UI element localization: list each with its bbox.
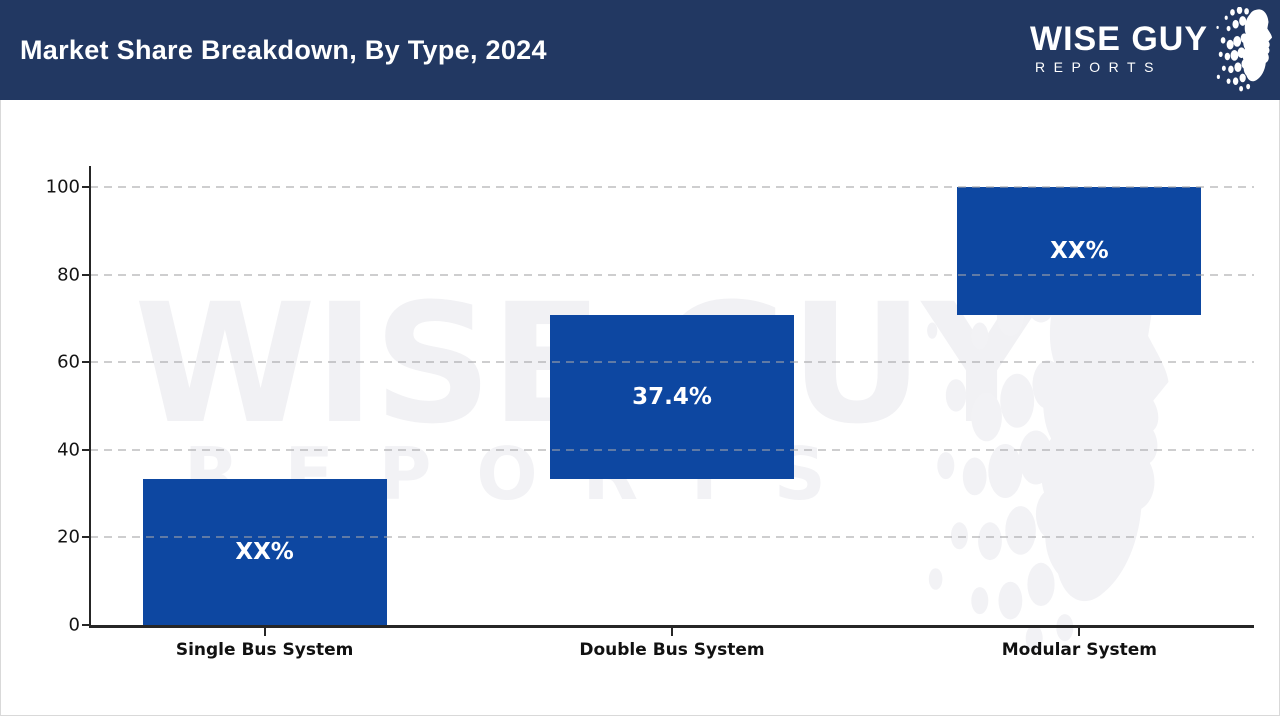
y-tick-label: 100 (45, 176, 80, 198)
header: Market Share Breakdown, By Type, 2024 WI… (0, 0, 1280, 100)
x-tick-1 (263, 627, 266, 636)
y-tick-0 (82, 624, 90, 626)
gridline-100 (90, 186, 1254, 188)
bar-2 (550, 315, 794, 480)
y-tick-60 (82, 361, 90, 364)
gridline-60 (90, 361, 1254, 364)
y-tick-80 (82, 273, 90, 276)
bar-value-label: 37.4% (632, 384, 712, 411)
x-category-label: Modular System (1001, 640, 1158, 660)
y-tick-20 (82, 536, 90, 539)
chart-area: WISE GUY REPORTS 0 20 40 60 80 100 XX% 37.4% XX%… (0, 100, 1280, 716)
x-tick-2 (671, 627, 673, 636)
gridline-20 (90, 536, 1254, 539)
bar-value-label: XX% (235, 539, 294, 566)
x-axis-spine (88, 625, 1254, 628)
gridline-80 (90, 273, 1254, 276)
x-tick-3 (1078, 627, 1081, 636)
y-axis-spine (88, 166, 91, 627)
y-tick-label: 20 (57, 526, 80, 548)
y-tick-100 (82, 186, 90, 188)
page-title: Market Share Breakdown, By Type, 2024 (20, 34, 547, 65)
bar-1 (142, 479, 387, 625)
logo-subtitle: REPORTS (1035, 59, 1162, 75)
y-tick-label: 40 (57, 439, 80, 461)
y-tick-label: 60 (57, 351, 80, 373)
logo-head-icon (1180, 7, 1274, 93)
x-category-label: Double Bus System (579, 640, 765, 660)
y-tick-40 (82, 448, 90, 451)
brand-logo: WISE GUY REPORTS (1030, 5, 1274, 95)
y-tick-label: 0 (68, 614, 80, 636)
logo-text: WISE GUY REPORTS (1030, 22, 1208, 74)
logo-wordmark: WISE GUY (1030, 20, 1209, 58)
gridline-40 (90, 448, 1254, 451)
bar-value-label: XX% (1050, 238, 1109, 265)
x-category-label: Single Bus System (175, 640, 354, 660)
y-tick-label: 80 (57, 264, 80, 286)
